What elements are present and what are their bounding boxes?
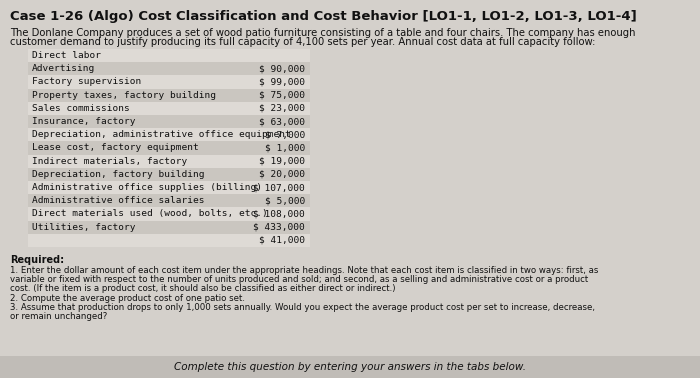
Bar	[28, 168, 310, 181]
Text: $ 20,000: $ 20,000	[259, 170, 305, 179]
Bar	[28, 141, 310, 155]
Text: Direct labor: Direct labor	[32, 51, 101, 60]
Text: 2. Compute the average product cost of one patio set.: 2. Compute the average product cost of o…	[10, 294, 245, 303]
Text: $ 1,000: $ 1,000	[265, 144, 305, 152]
Text: Sales commissions: Sales commissions	[32, 104, 130, 113]
Text: $ 19,000: $ 19,000	[259, 157, 305, 166]
Text: Complete this question by entering your answers in the tabs below.: Complete this question by entering your …	[174, 362, 526, 372]
Bar	[28, 102, 310, 115]
Bar	[28, 88, 310, 102]
Bar	[28, 128, 310, 141]
Bar	[28, 221, 310, 234]
Text: $ 99,000: $ 99,000	[259, 77, 305, 87]
Bar	[28, 115, 310, 128]
Text: $ 7,000: $ 7,000	[265, 130, 305, 139]
Text: Lease cost, factory equipment: Lease cost, factory equipment	[32, 144, 199, 152]
Bar	[28, 208, 310, 221]
Bar	[28, 181, 310, 194]
Text: $ 23,000: $ 23,000	[259, 104, 305, 113]
Text: Administrative office supplies (billing): Administrative office supplies (billing)	[32, 183, 262, 192]
Text: $ 63,000: $ 63,000	[259, 117, 305, 126]
Text: $ 75,000: $ 75,000	[259, 91, 305, 100]
Text: variable or fixed with respect to the number of units produced and sold; and sec: variable or fixed with respect to the nu…	[10, 275, 588, 284]
Text: customer demand to justify producing its full capacity of 4,100 sets per year. A: customer demand to justify producing its…	[10, 37, 596, 47]
Text: Depreciation, administrative office equipment: Depreciation, administrative office equi…	[32, 130, 290, 139]
Text: $ 41,000: $ 41,000	[259, 236, 305, 245]
Text: $ 107,000: $ 107,000	[253, 183, 305, 192]
Text: cost. (If the item is a product cost, it should also be classified as either dir: cost. (If the item is a product cost, it…	[10, 284, 395, 293]
Text: 3. Assume that production drops to only 1,000 sets annually. Would you expect th: 3. Assume that production drops to only …	[10, 303, 595, 312]
Text: Utilities, factory: Utilities, factory	[32, 223, 136, 232]
Text: Direct materials used (wood, bolts, etc.): Direct materials used (wood, bolts, etc.…	[32, 209, 267, 218]
Text: $ 433,000: $ 433,000	[253, 223, 305, 232]
Text: $ 108,000: $ 108,000	[253, 209, 305, 218]
Text: Indirect materials, factory: Indirect materials, factory	[32, 157, 188, 166]
Text: Required:: Required:	[10, 255, 64, 265]
Text: $ 5,000: $ 5,000	[265, 196, 305, 205]
Bar	[28, 49, 310, 62]
Bar	[0, 356, 700, 378]
Text: Factory supervision: Factory supervision	[32, 77, 141, 87]
Bar	[28, 62, 310, 75]
Text: Administrative office salaries: Administrative office salaries	[32, 196, 204, 205]
Bar	[28, 155, 310, 168]
Bar	[28, 75, 310, 88]
Text: The Donlane Company produces a set of wood patio furniture consisting of a table: The Donlane Company produces a set of wo…	[10, 28, 636, 38]
Bar	[28, 234, 310, 247]
Text: Advertising: Advertising	[32, 64, 95, 73]
Text: or remain unchanged?: or remain unchanged?	[10, 312, 107, 321]
Text: Depreciation, factory building: Depreciation, factory building	[32, 170, 204, 179]
Text: $ 90,000: $ 90,000	[259, 64, 305, 73]
Text: 1. Enter the dollar amount of each cost item under the appropriate headings. Not: 1. Enter the dollar amount of each cost …	[10, 266, 598, 275]
Bar	[28, 194, 310, 208]
Text: Case 1-26 (Algo) Cost Classification and Cost Behavior [LO1-1, LO1-2, LO1-3, LO1: Case 1-26 (Algo) Cost Classification and…	[10, 10, 637, 23]
Text: Property taxes, factory building: Property taxes, factory building	[32, 91, 216, 100]
Text: Insurance, factory: Insurance, factory	[32, 117, 136, 126]
